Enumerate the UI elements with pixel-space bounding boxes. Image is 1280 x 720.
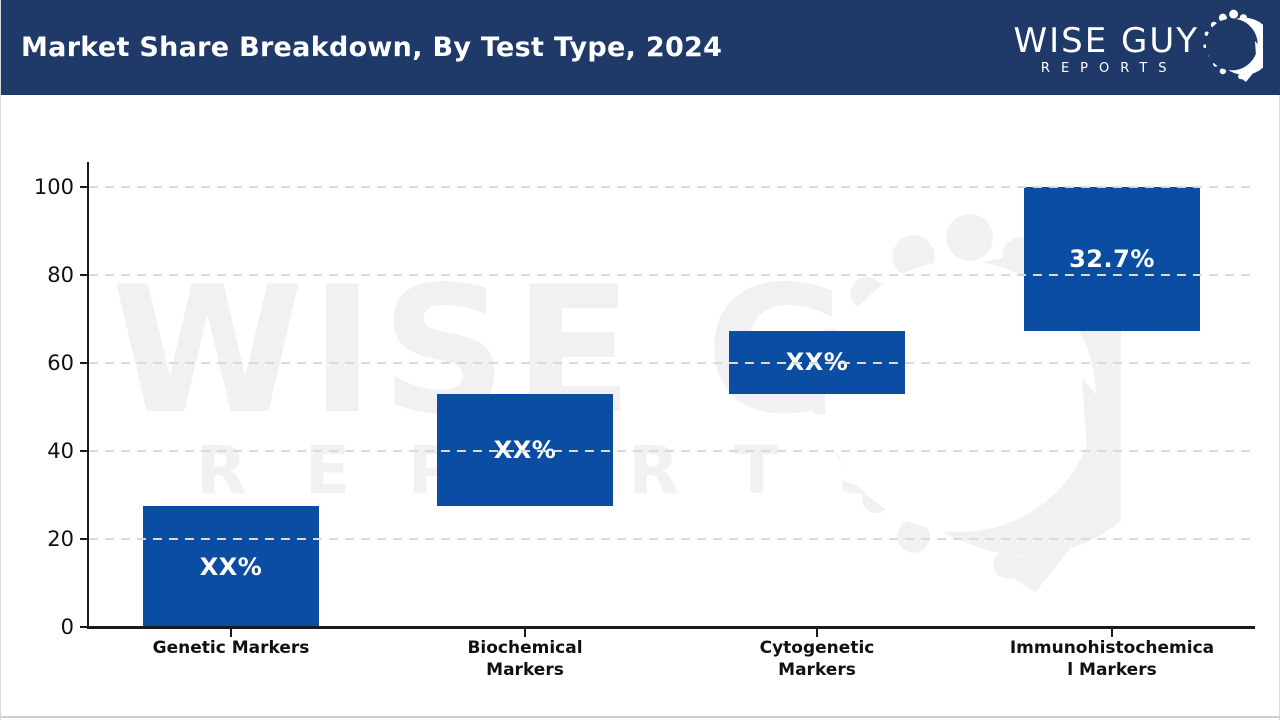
gridline-20	[89, 538, 1253, 540]
y-axis-line	[87, 162, 89, 628]
x-tick-mark-genetic-markers	[230, 629, 232, 637]
y-tick-label-40: 40	[47, 439, 74, 463]
bar-immunohistochemical-markers: 32.7%	[1024, 187, 1200, 331]
y-tick-mark-0	[80, 626, 89, 628]
header-bar: Market Share Breakdown, By Test Type, 20…	[1, 0, 1280, 95]
x-tick-mark-immunohistochemica	[1111, 629, 1113, 637]
x-tick-mark-cytogenetic	[816, 629, 818, 637]
chart-title: Market Share Breakdown, By Test Type, 20…	[21, 32, 723, 63]
y-tick-label-20: 20	[47, 527, 74, 551]
y-tick-label-100: 100	[33, 175, 74, 199]
x-category-label-genetic-markers: Genetic Markers	[152, 638, 310, 658]
y-tick-mark-20	[80, 538, 89, 540]
gridline-60	[89, 362, 1253, 364]
x-axis-line	[87, 626, 1255, 629]
x-tick-mark-biochemical	[524, 629, 526, 637]
page-bottom-border	[1, 716, 1280, 718]
x-category-label-immunohistochemica: Immunohistochemica l Markers	[1009, 638, 1215, 680]
wiseguy-logo: WISE GUY REPORTS	[1013, 6, 1263, 90]
x-category-label-cytogenetic: Cytogenetic Markers	[759, 638, 875, 680]
y-tick-mark-40	[80, 450, 89, 452]
bar-value-label: 32.7%	[1069, 244, 1155, 273]
bar-value-label: XX%	[199, 552, 263, 581]
y-tick-mark-100	[80, 186, 89, 188]
logo-name-text: WISE GUY	[1013, 20, 1199, 61]
y-tick-label-0: 0	[60, 615, 74, 639]
y-tick-label-80: 80	[47, 263, 74, 287]
x-category-label-biochemical: Biochemical Markers	[467, 638, 583, 680]
logo-face-icon	[1203, 9, 1263, 82]
y-tick-mark-80	[80, 274, 89, 276]
gridline-100	[89, 186, 1253, 188]
y-tick-label-60: 60	[47, 351, 74, 375]
bar-genetic-markers: XX%	[143, 506, 319, 627]
y-tick-mark-60	[80, 362, 89, 364]
logo-sub-text: REPORTS	[1040, 61, 1178, 77]
gridline-40	[89, 450, 1253, 452]
gridline-80	[89, 274, 1253, 276]
logo-wordmark: WISE GUY REPORTS	[1013, 20, 1199, 77]
